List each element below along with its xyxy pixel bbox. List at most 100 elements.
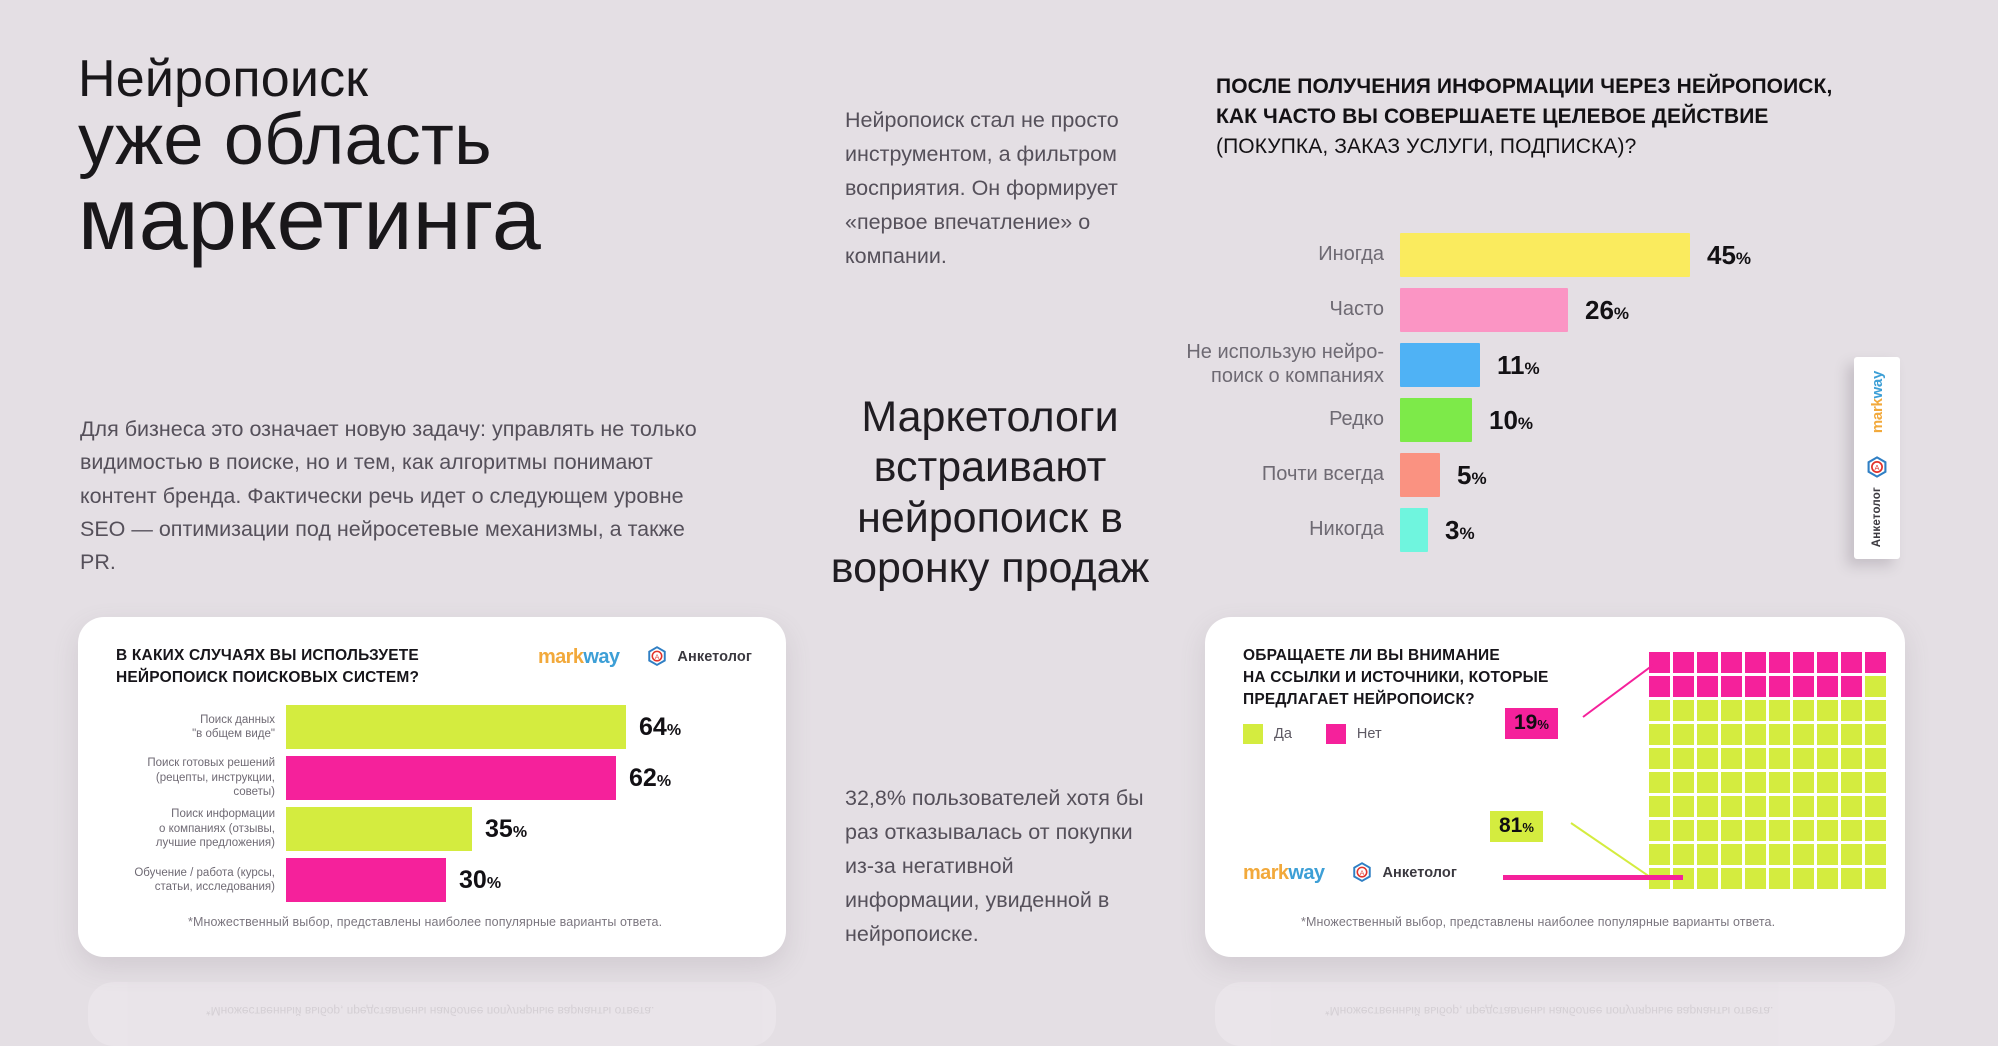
right-chart-row: Никогда 3% [1130, 508, 1890, 552]
side-tab-markway-logo: markway [1869, 371, 1886, 433]
waffle-cell [1865, 676, 1886, 697]
callout-yes-81: 81% [1490, 811, 1543, 842]
card-left-value: 35% [485, 814, 528, 843]
waffle-cell [1721, 676, 1742, 697]
ghost-card-left: *Множественный выбор, представлены наибо… [88, 982, 776, 1046]
waffle-cell [1697, 700, 1718, 721]
waffle-cell [1673, 820, 1694, 841]
card-links-attention: ОБРАЩАЕТЕ ЛИ ВЫ ВНИМАНИЕ НА ССЫЛКИ И ИСТ… [1205, 617, 1905, 957]
callout-yes-value: 81 [1499, 814, 1523, 837]
waffle-cell [1745, 724, 1766, 745]
side-tab-anketolog-logo: А Анкетолог [1864, 455, 1890, 547]
waffle-cell [1649, 748, 1670, 769]
waffle-cell [1769, 724, 1790, 745]
waffle-cell [1841, 844, 1862, 865]
waffle-cell [1745, 700, 1766, 721]
waffle-cell [1817, 844, 1838, 865]
headline-line-2: уже область [78, 100, 492, 181]
waffle-cell [1793, 652, 1814, 673]
waffle-cell [1721, 724, 1742, 745]
waffle-cell [1697, 772, 1718, 793]
waffle-cell [1865, 820, 1886, 841]
callout-no-19: 19% [1505, 708, 1558, 739]
middle-bottom-paragraph: 32,8% пользователей хотя бы раз отказыва… [845, 786, 1144, 946]
svg-text:А: А [655, 654, 660, 661]
side-anketolog-label: Анкетолог [1871, 487, 1883, 548]
waffle-cell [1865, 772, 1886, 793]
waffle-cell [1697, 748, 1718, 769]
waffle-cell [1673, 796, 1694, 817]
card-left-bar-chart: Поиск данных "в общем виде" 64% Поиск готов… [116, 705, 756, 909]
legend-swatch [1243, 724, 1263, 744]
card-left-row-label: Обучение / работа (курсы, статьи, исследо… [134, 866, 275, 893]
waffle-cell [1769, 796, 1790, 817]
waffle-cell [1721, 772, 1742, 793]
waffle-cell [1817, 772, 1838, 793]
waffle-cell [1649, 700, 1670, 721]
waffle-cell [1649, 844, 1670, 865]
lead-paragraph: Для бизнеса это означает новую задачу: у… [80, 417, 697, 575]
waffle-cell [1817, 748, 1838, 769]
svg-text:А: А [1360, 870, 1365, 877]
waffle-cell [1841, 724, 1862, 745]
waffle-cell [1817, 724, 1838, 745]
waffle-cell [1793, 796, 1814, 817]
waffle-cell [1841, 868, 1862, 889]
waffle-cell [1721, 796, 1742, 817]
card-usage-cases: В КАКИХ СЛУЧАЯХ ВЫ ИСПОЛЬЗУЕТЕ НЕЙРОПОИС… [78, 617, 786, 957]
page-title: Нейропоиск уже область маркетинга [78, 52, 778, 263]
waffle-cell [1769, 772, 1790, 793]
waffle-cell [1841, 772, 1862, 793]
brand-side-tab[interactable]: markway А Анкетолог [1854, 357, 1900, 559]
card-left-value: 64% [639, 712, 682, 741]
waffle-cell [1721, 820, 1742, 841]
legend-label: Да [1274, 726, 1292, 742]
card-right-title-line-1: ОБРАЩАЕТЕ ЛИ ВЫ ВНИМАНИЕ [1243, 647, 1500, 664]
right-chart-bar [1400, 288, 1568, 332]
markway-part2: way [583, 645, 620, 668]
waffle-cell [1841, 796, 1862, 817]
waffle-cell [1673, 844, 1694, 865]
card-left-row: Поиск данных "в общем виде" 64% [116, 705, 756, 749]
waffle-cell [1865, 652, 1886, 673]
waffle-cell [1841, 700, 1862, 721]
card-right-brandrow: markway А Анкетолог [1243, 861, 1457, 885]
waffle-cell [1673, 724, 1694, 745]
waffle-cell [1793, 748, 1814, 769]
waffle-cell [1793, 676, 1814, 697]
markway-part1: mark [537, 645, 584, 668]
waffle-cell [1649, 820, 1670, 841]
decor-pink-rule [1503, 875, 1683, 880]
waffle-cell [1745, 676, 1766, 697]
waffle-cell [1865, 748, 1886, 769]
waffle-chart [1649, 652, 1886, 889]
waffle-cell [1673, 700, 1694, 721]
waffle-cell [1673, 652, 1694, 673]
right-chart-question: ПОСЛЕ ПОЛУЧЕНИЯ ИНФОРМАЦИИ ЧЕРЕЗ НЕЙРОПО… [1216, 72, 1836, 161]
card-right-legend: Да Нет [1243, 724, 1382, 744]
right-chart-value: 5% [1457, 459, 1487, 490]
right-chart-row-label: Редко [1329, 408, 1384, 431]
waffle-cell [1817, 700, 1838, 721]
waffle-cell [1769, 868, 1790, 889]
legend-item: Да [1243, 724, 1292, 744]
waffle-cell [1745, 652, 1766, 673]
markway-part2: way [1288, 861, 1325, 884]
waffle-cell [1769, 748, 1790, 769]
card-left-row-label: Поиск информации о компаниях (отзывы, лучш… [155, 808, 275, 850]
card-left-value: 30% [459, 865, 502, 894]
headline-line-3: маркетинга [78, 168, 542, 268]
waffle-cell [1769, 700, 1790, 721]
waffle-cell [1673, 868, 1694, 889]
waffle-cell [1865, 844, 1886, 865]
card-left-row: Поиск готовых решений (рецепты, инструкци… [116, 756, 756, 800]
waffle-cell [1721, 844, 1742, 865]
markway-logo: markway [537, 645, 620, 669]
card-left-title-line-2: НЕЙРОПОИСК ПОИСКОВЫХ СИСТЕМ? [116, 669, 420, 686]
markway-logo: markway [1243, 861, 1325, 885]
right-chart-bar [1400, 343, 1480, 387]
right-chart-bar [1400, 453, 1440, 497]
callout-yes-pct: % [1522, 820, 1534, 835]
waffle-cell [1817, 820, 1838, 841]
